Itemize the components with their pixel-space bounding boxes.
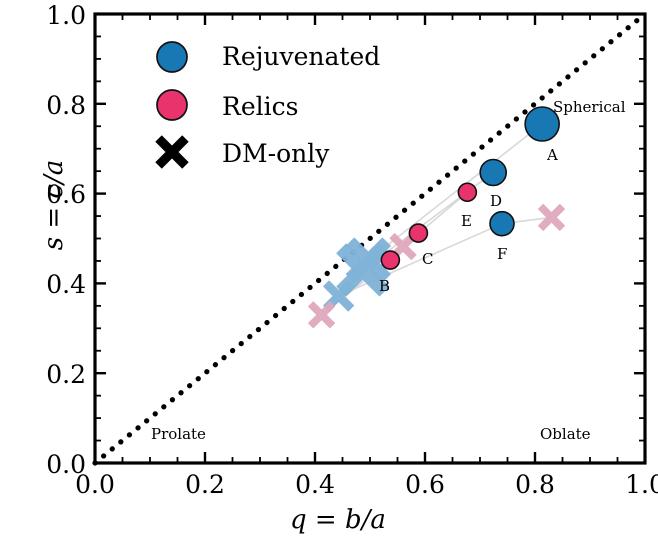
legend-label-rejuvenated: Rejuvenated <box>222 42 381 71</box>
data-point-B[interactable] <box>380 250 401 270</box>
data-point-x-3-2[interactable] <box>308 301 336 329</box>
data-points-group <box>308 106 565 329</box>
legend-marker-relics[interactable] <box>156 89 188 121</box>
y-axis-label-wrapper: s = c/a <box>39 145 69 265</box>
legend-label-dmonly: DM-only <box>222 139 330 168</box>
data-point-A[interactable] <box>524 106 560 142</box>
data-point-x-3-0[interactable] <box>538 203 565 231</box>
y-tick-label-0: 1.0 <box>46 1 86 30</box>
point-label-D: D <box>490 192 503 210</box>
point-label-F: F <box>497 245 508 263</box>
reference-line <box>92 11 648 466</box>
point-label-E: E <box>461 212 472 230</box>
legend-markers-group <box>155 41 189 169</box>
x-tick-label-5: 1.0 <box>625 470 658 499</box>
x-tick-label-0: 0.0 <box>75 470 115 499</box>
data-point-D[interactable] <box>479 158 508 187</box>
y-tick-label-4: 0.2 <box>46 360 86 389</box>
y-tick-label-3: 0.4 <box>46 270 86 299</box>
x-tick-label-3: 0.6 <box>405 470 445 499</box>
y-tick-label-5: 0.0 <box>46 450 86 479</box>
x-axis-label: q = b/a <box>290 505 386 535</box>
connector-line <box>338 222 503 297</box>
annotation-prolate: Prolate <box>151 425 206 443</box>
data-point-C[interactable] <box>408 223 429 243</box>
reference-line-group <box>92 11 648 466</box>
point-label-C: C <box>422 250 434 268</box>
y-axis-label: s = c/a <box>39 159 69 251</box>
point-label-B: B <box>379 277 391 295</box>
annotation-oblate: Oblate <box>540 425 591 443</box>
y-tick-label-1: 0.8 <box>46 91 86 120</box>
axes-frame-group <box>93 12 647 465</box>
legend-marker-rejuvenated[interactable] <box>156 41 188 73</box>
data-point-E[interactable] <box>457 182 478 203</box>
axes-frame <box>93 12 647 465</box>
x-tick-label-4: 0.8 <box>515 470 555 499</box>
legend-marker-dm-only[interactable] <box>155 135 189 169</box>
x-tick-label-1: 0.2 <box>185 470 225 499</box>
point-label-A: A <box>547 146 558 164</box>
x-tick-label-2: 0.4 <box>295 470 335 499</box>
legend-label-relics: Relics <box>222 92 299 121</box>
y-tick-label-2: 0.6 <box>46 180 86 209</box>
data-point-F[interactable] <box>489 210 515 237</box>
annotation-spherical: Spherical <box>553 98 626 116</box>
